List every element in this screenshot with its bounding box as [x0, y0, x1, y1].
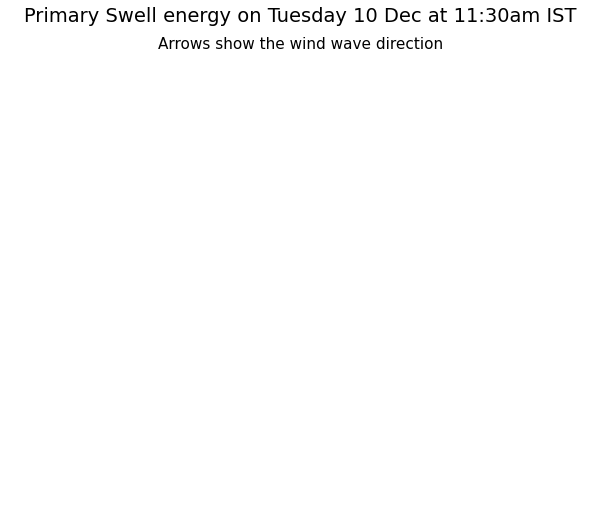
Text: Arrows show the wind wave direction: Arrows show the wind wave direction	[158, 37, 443, 52]
Text: Primary Swell energy on Tuesday 10 Dec at 11:30am IST: Primary Swell energy on Tuesday 10 Dec a…	[24, 7, 577, 26]
